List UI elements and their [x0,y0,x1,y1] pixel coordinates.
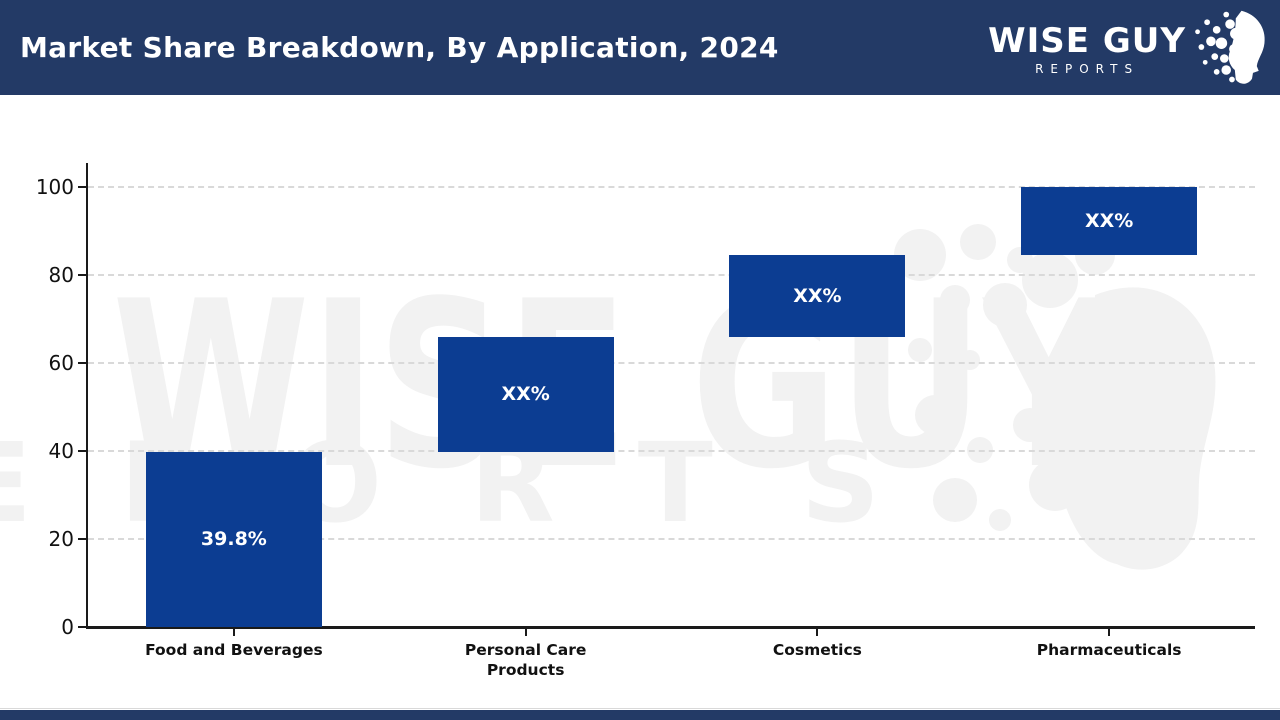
y-axis-tick [78,274,86,276]
x-tick-label: Pharmaceuticals [1036,641,1182,659]
header-bar: Market Share Breakdown, By Application, … [0,0,1280,95]
x-axis-spine [86,626,1255,629]
x-tick-label: Cosmetics [772,641,862,659]
y-tick-label: 80 [48,263,74,287]
y-axis-tick [78,538,86,540]
x-axis-tick [816,629,819,636]
x-axis-tick [232,629,235,636]
logo-reports-text: REPORTS [1035,61,1140,76]
bar: XX% [437,336,614,452]
gridline [88,362,1255,364]
footer-bar [0,710,1280,720]
x-axis-tick [524,629,527,636]
bar: 39.8% [145,451,322,627]
bar-value-label: XX% [793,284,842,307]
bar: XX% [729,255,906,337]
figure-border-line [0,708,1280,709]
y-tick-label: 0 [61,615,74,639]
page-title: Market Share Breakdown, By Application, … [20,31,779,64]
gridline [88,186,1255,188]
y-axis-tick [78,626,86,628]
bar-value-label: XX% [501,383,550,406]
y-axis-spine [86,163,88,629]
gridline [88,274,1255,276]
watermark-face-dots [894,224,1216,570]
y-tick-label: 40 [48,439,74,463]
y-tick-label: 60 [48,351,74,375]
y-axis-tick [78,450,86,452]
gridline [88,538,1255,540]
wiseguy-logo: WISE GUY REPORTS [988,4,1274,92]
y-axis-tick [78,362,86,364]
gridline [88,450,1255,452]
wiseguy-face-icon [1195,10,1265,84]
bar-value-label: XX% [1084,210,1134,233]
y-tick-label: 20 [48,527,74,551]
logo-text: WISE GUY REPORTS [988,21,1186,76]
logo-wiseguy-text: WISE GUY [988,20,1186,61]
y-tick-label: 100 [35,175,74,199]
x-tick-label: Personal Care Products [464,641,587,680]
x-axis-tick [1108,629,1111,636]
bar-value-label: 39.8% [200,528,267,551]
x-tick-label: Food and Beverages [145,641,323,659]
y-axis-tick [78,186,86,188]
bar: XX% [1021,187,1198,256]
